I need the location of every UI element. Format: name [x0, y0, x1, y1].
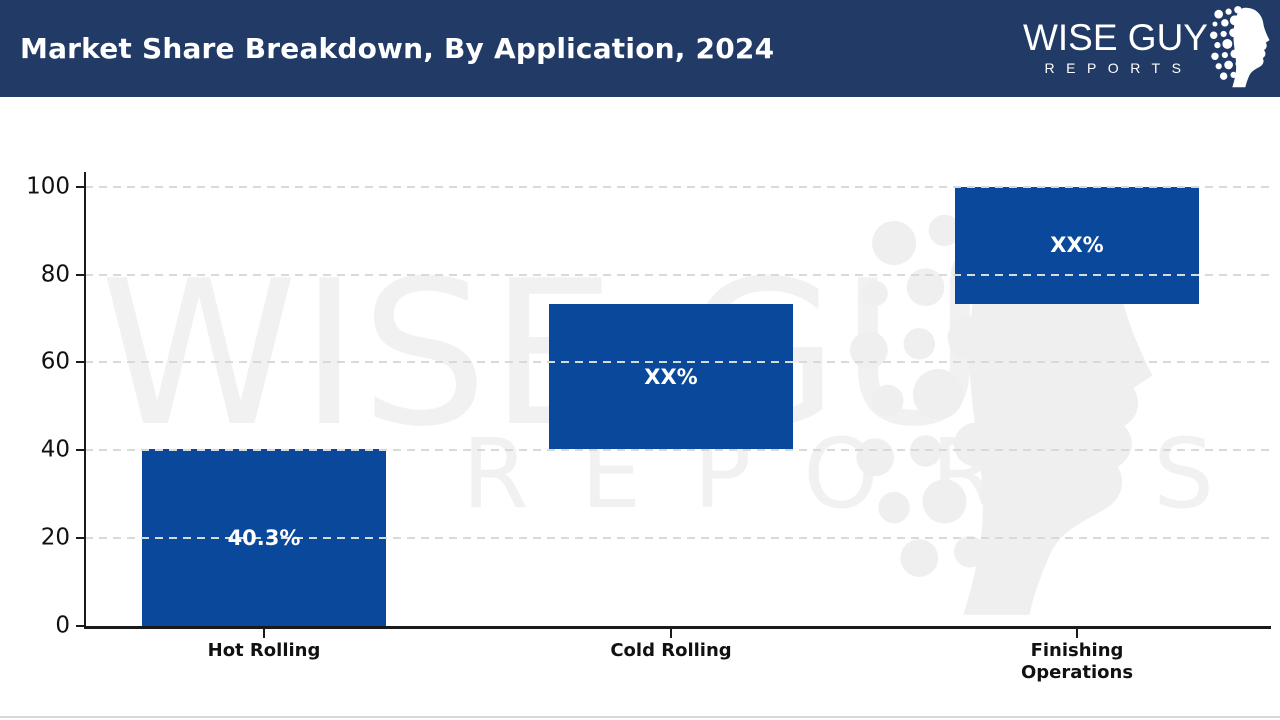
head-icon: [1210, 6, 1272, 88]
y-axis-tick-label: 80: [40, 261, 70, 288]
logo-wordmark: WISE GUY: [1022, 17, 1208, 59]
x-axis-line: [84, 626, 1271, 629]
bottom-divider: [0, 716, 1280, 718]
y-tick-mark: [76, 273, 85, 276]
y-axis-tick-label: 100: [26, 173, 70, 200]
y-tick-mark: [76, 185, 85, 188]
y-tick-mark: [76, 361, 85, 364]
y-axis-tick-label: 40: [40, 436, 70, 463]
y-axis-tick-label: 0: [55, 612, 70, 639]
gridline: [85, 273, 1271, 276]
x-tick-mark: [1076, 629, 1078, 638]
y-tick-mark: [76, 449, 85, 452]
logo-text: WISE GUY REPORTS: [1022, 17, 1208, 76]
logo-subtext: REPORTS: [1044, 59, 1193, 76]
bar-value-label: XX%: [644, 364, 698, 389]
gridline: [85, 361, 1271, 364]
x-tick-mark: [263, 629, 265, 638]
x-axis-tick-label: Hot Rolling: [207, 640, 321, 661]
y-axis-tick-label: 20: [40, 524, 70, 551]
gridline: [85, 185, 1271, 188]
y-axis-tick-label: 60: [40, 348, 70, 375]
chart-title: Market Share Breakdown, By Application, …: [20, 32, 775, 65]
x-axis-tick-label: Finishing Operations: [1020, 640, 1134, 683]
gridline: [85, 449, 1271, 452]
wise-guy-reports-logo: WISE GUY REPORTS: [1023, 6, 1272, 88]
y-tick-mark: [76, 625, 85, 627]
y-tick-mark: [76, 537, 85, 540]
gridline: [85, 537, 1271, 540]
y-axis-line: [84, 172, 86, 627]
x-axis-tick-label: Cold Rolling: [610, 640, 732, 661]
bar-value-label: 40.3%: [227, 525, 301, 550]
bar: [549, 304, 793, 449]
header: Market Share Breakdown, By Application, …: [0, 0, 1280, 97]
x-tick-mark: [670, 629, 672, 638]
